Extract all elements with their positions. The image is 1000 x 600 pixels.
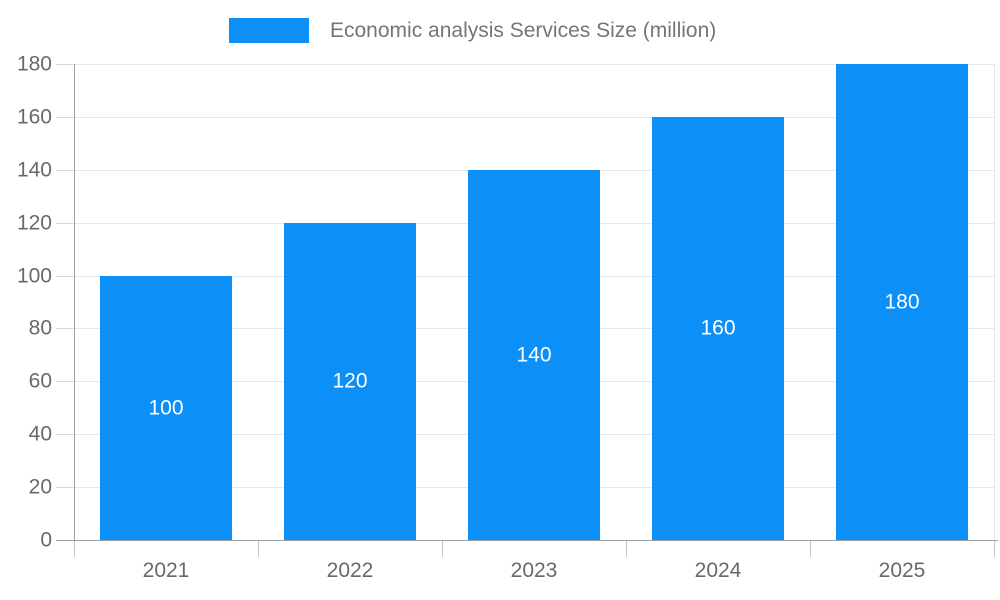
legend-color-swatch bbox=[229, 18, 309, 43]
y-tick-mark bbox=[56, 487, 74, 489]
plot-right-border bbox=[994, 64, 995, 540]
x-tick-mark bbox=[258, 540, 259, 557]
y-axis-tick-label: 20 bbox=[28, 475, 52, 499]
y-gridline bbox=[74, 64, 994, 65]
x-axis-category-label: 2023 bbox=[510, 559, 558, 582]
y-tick-mark bbox=[56, 328, 74, 330]
x-tick-mark bbox=[994, 540, 995, 557]
bar-value-label: 120 bbox=[332, 369, 368, 393]
y-axis-tick-label: 120 bbox=[16, 211, 52, 235]
bar[interactable] bbox=[652, 116, 784, 540]
bar-value-label: 140 bbox=[516, 343, 552, 367]
x-axis-category-label: 2022 bbox=[326, 559, 374, 582]
y-gridline bbox=[74, 116, 994, 118]
x-axis-category-label: 2024 bbox=[694, 559, 742, 582]
y-axis-tick-label: 60 bbox=[28, 369, 52, 393]
y-axis-tick-label: 160 bbox=[16, 105, 52, 129]
y-axis-tick-label: 40 bbox=[28, 422, 52, 446]
bar-value-label: 180 bbox=[884, 290, 920, 314]
bar[interactable] bbox=[100, 275, 232, 540]
x-axis-category-label: 2025 bbox=[878, 559, 926, 582]
y-axis-line bbox=[74, 64, 75, 541]
y-axis-tick-label: 100 bbox=[16, 264, 52, 288]
bar[interactable] bbox=[836, 64, 968, 540]
x-tick-mark bbox=[626, 540, 627, 557]
y-tick-mark bbox=[56, 275, 74, 277]
bar[interactable] bbox=[468, 169, 600, 540]
y-axis-tick-label: 80 bbox=[28, 316, 52, 340]
y-tick-mark bbox=[56, 169, 74, 171]
x-tick-mark bbox=[442, 540, 443, 557]
y-tick-mark bbox=[56, 64, 74, 65]
y-tick-mark bbox=[56, 222, 74, 224]
bar-value-label: 160 bbox=[700, 316, 736, 340]
y-tick-mark bbox=[56, 381, 74, 383]
x-tick-mark bbox=[74, 540, 75, 557]
x-tick-mark bbox=[810, 540, 811, 557]
bar-value-label: 100 bbox=[148, 396, 184, 420]
y-axis-tick-label: 180 bbox=[16, 52, 52, 76]
chart-legend: Economic analysis Services Size (million… bbox=[229, 18, 716, 43]
y-tick-mark bbox=[56, 434, 74, 436]
y-axis-tick-label: 0 bbox=[40, 528, 52, 552]
x-axis-category-label: 2021 bbox=[142, 559, 190, 582]
x-axis-baseline bbox=[56, 540, 998, 541]
y-tick-mark bbox=[56, 116, 74, 118]
legend-series-label: Economic analysis Services Size (million… bbox=[330, 18, 717, 42]
y-axis-tick-label: 140 bbox=[16, 158, 52, 182]
bar[interactable] bbox=[284, 222, 416, 540]
